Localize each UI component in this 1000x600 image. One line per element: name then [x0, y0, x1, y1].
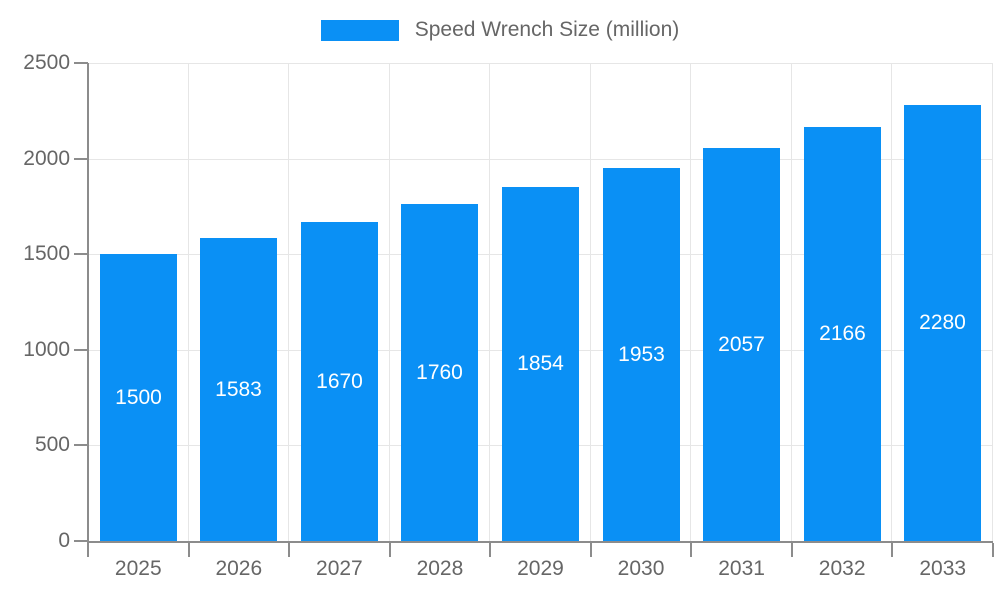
- bar-value-label: 1670: [316, 369, 363, 393]
- legend[interactable]: Speed Wrench Size (million): [0, 18, 1000, 42]
- x-axis-tick-label: 2025: [114, 557, 162, 580]
- x-axis-tick: [992, 543, 994, 557]
- bar[interactable]: 2057: [703, 148, 780, 541]
- y-axis-tick-label: 500: [34, 433, 70, 457]
- y-axis-tick-label: 2000: [23, 146, 70, 170]
- x-axis-tick: [791, 543, 793, 557]
- bar-value-label: 2166: [819, 322, 866, 345]
- v-gridline: [389, 63, 390, 541]
- v-gridline: [992, 63, 993, 541]
- bar[interactable]: 1953: [603, 168, 680, 541]
- bar-value-label: 2057: [718, 332, 765, 356]
- y-axis-tick-label: 0: [58, 529, 70, 552]
- h-gridline: [88, 158, 993, 160]
- x-axis-tick-label: 2032: [818, 557, 866, 580]
- bar-value-label: 1760: [416, 360, 463, 384]
- bar[interactable]: 1500: [100, 254, 177, 541]
- bar-value-label: 1854: [517, 352, 564, 375]
- x-axis-tick: [288, 543, 290, 557]
- y-axis-tick: [74, 157, 88, 160]
- y-axis-line: [87, 63, 89, 543]
- v-gridline: [690, 63, 691, 541]
- bar[interactable]: 1583: [200, 238, 277, 541]
- bar-value-label: 1953: [618, 342, 665, 366]
- x-axis-tick: [891, 543, 893, 557]
- y-axis-tick: [74, 348, 88, 351]
- legend-label: Speed Wrench Size (million): [414, 18, 680, 41]
- x-axis-tick: [489, 543, 491, 557]
- bar[interactable]: 1854: [502, 187, 579, 541]
- bar-value-label: 1583: [215, 377, 262, 401]
- x-axis-line: [87, 541, 993, 543]
- x-axis-tick-label: 2028: [416, 557, 464, 580]
- v-gridline: [791, 63, 792, 541]
- y-axis-tick-label: 1000: [23, 337, 70, 361]
- x-axis-tick-label: 2029: [517, 557, 564, 580]
- y-axis-tick: [74, 444, 88, 447]
- plot-area: 1500 1583 1670 1760 1854 1953 2057 2166 2280: [88, 63, 993, 541]
- y-axis-tick: [74, 540, 88, 542]
- bar-value-label: 2280: [919, 311, 966, 334]
- x-axis-tick-label: 2031: [718, 557, 765, 580]
- x-axis-tick-label: 2026: [215, 557, 263, 580]
- x-axis-tick: [188, 543, 190, 557]
- v-gridline: [489, 63, 490, 541]
- x-axis-tick-label: 2027: [316, 557, 363, 580]
- bar[interactable]: 2280: [904, 105, 981, 541]
- y-axis-tick: [74, 62, 88, 64]
- bar-value-label: 1500: [115, 385, 162, 409]
- y-axis-tick-label: 1500: [23, 242, 70, 266]
- x-axis-tick: [389, 543, 391, 557]
- y-axis-tick: [74, 253, 88, 256]
- x-axis-tick-label: 2033: [919, 557, 967, 580]
- x-axis-tick: [690, 543, 692, 557]
- y-axis-tick-label: 2500: [23, 51, 70, 74]
- bar[interactable]: 1670: [301, 222, 378, 541]
- v-gridline: [891, 63, 892, 541]
- x-axis-tick: [87, 543, 89, 557]
- x-axis-tick: [590, 543, 592, 557]
- v-gridline: [188, 63, 189, 541]
- h-gridline: [88, 63, 993, 64]
- v-gridline: [590, 63, 591, 541]
- x-axis-tick-label: 2030: [617, 557, 665, 580]
- legend-swatch-icon: [320, 19, 399, 41]
- bar[interactable]: 2166: [804, 127, 881, 541]
- bar[interactable]: 1760: [401, 204, 478, 541]
- v-gridline: [288, 63, 289, 541]
